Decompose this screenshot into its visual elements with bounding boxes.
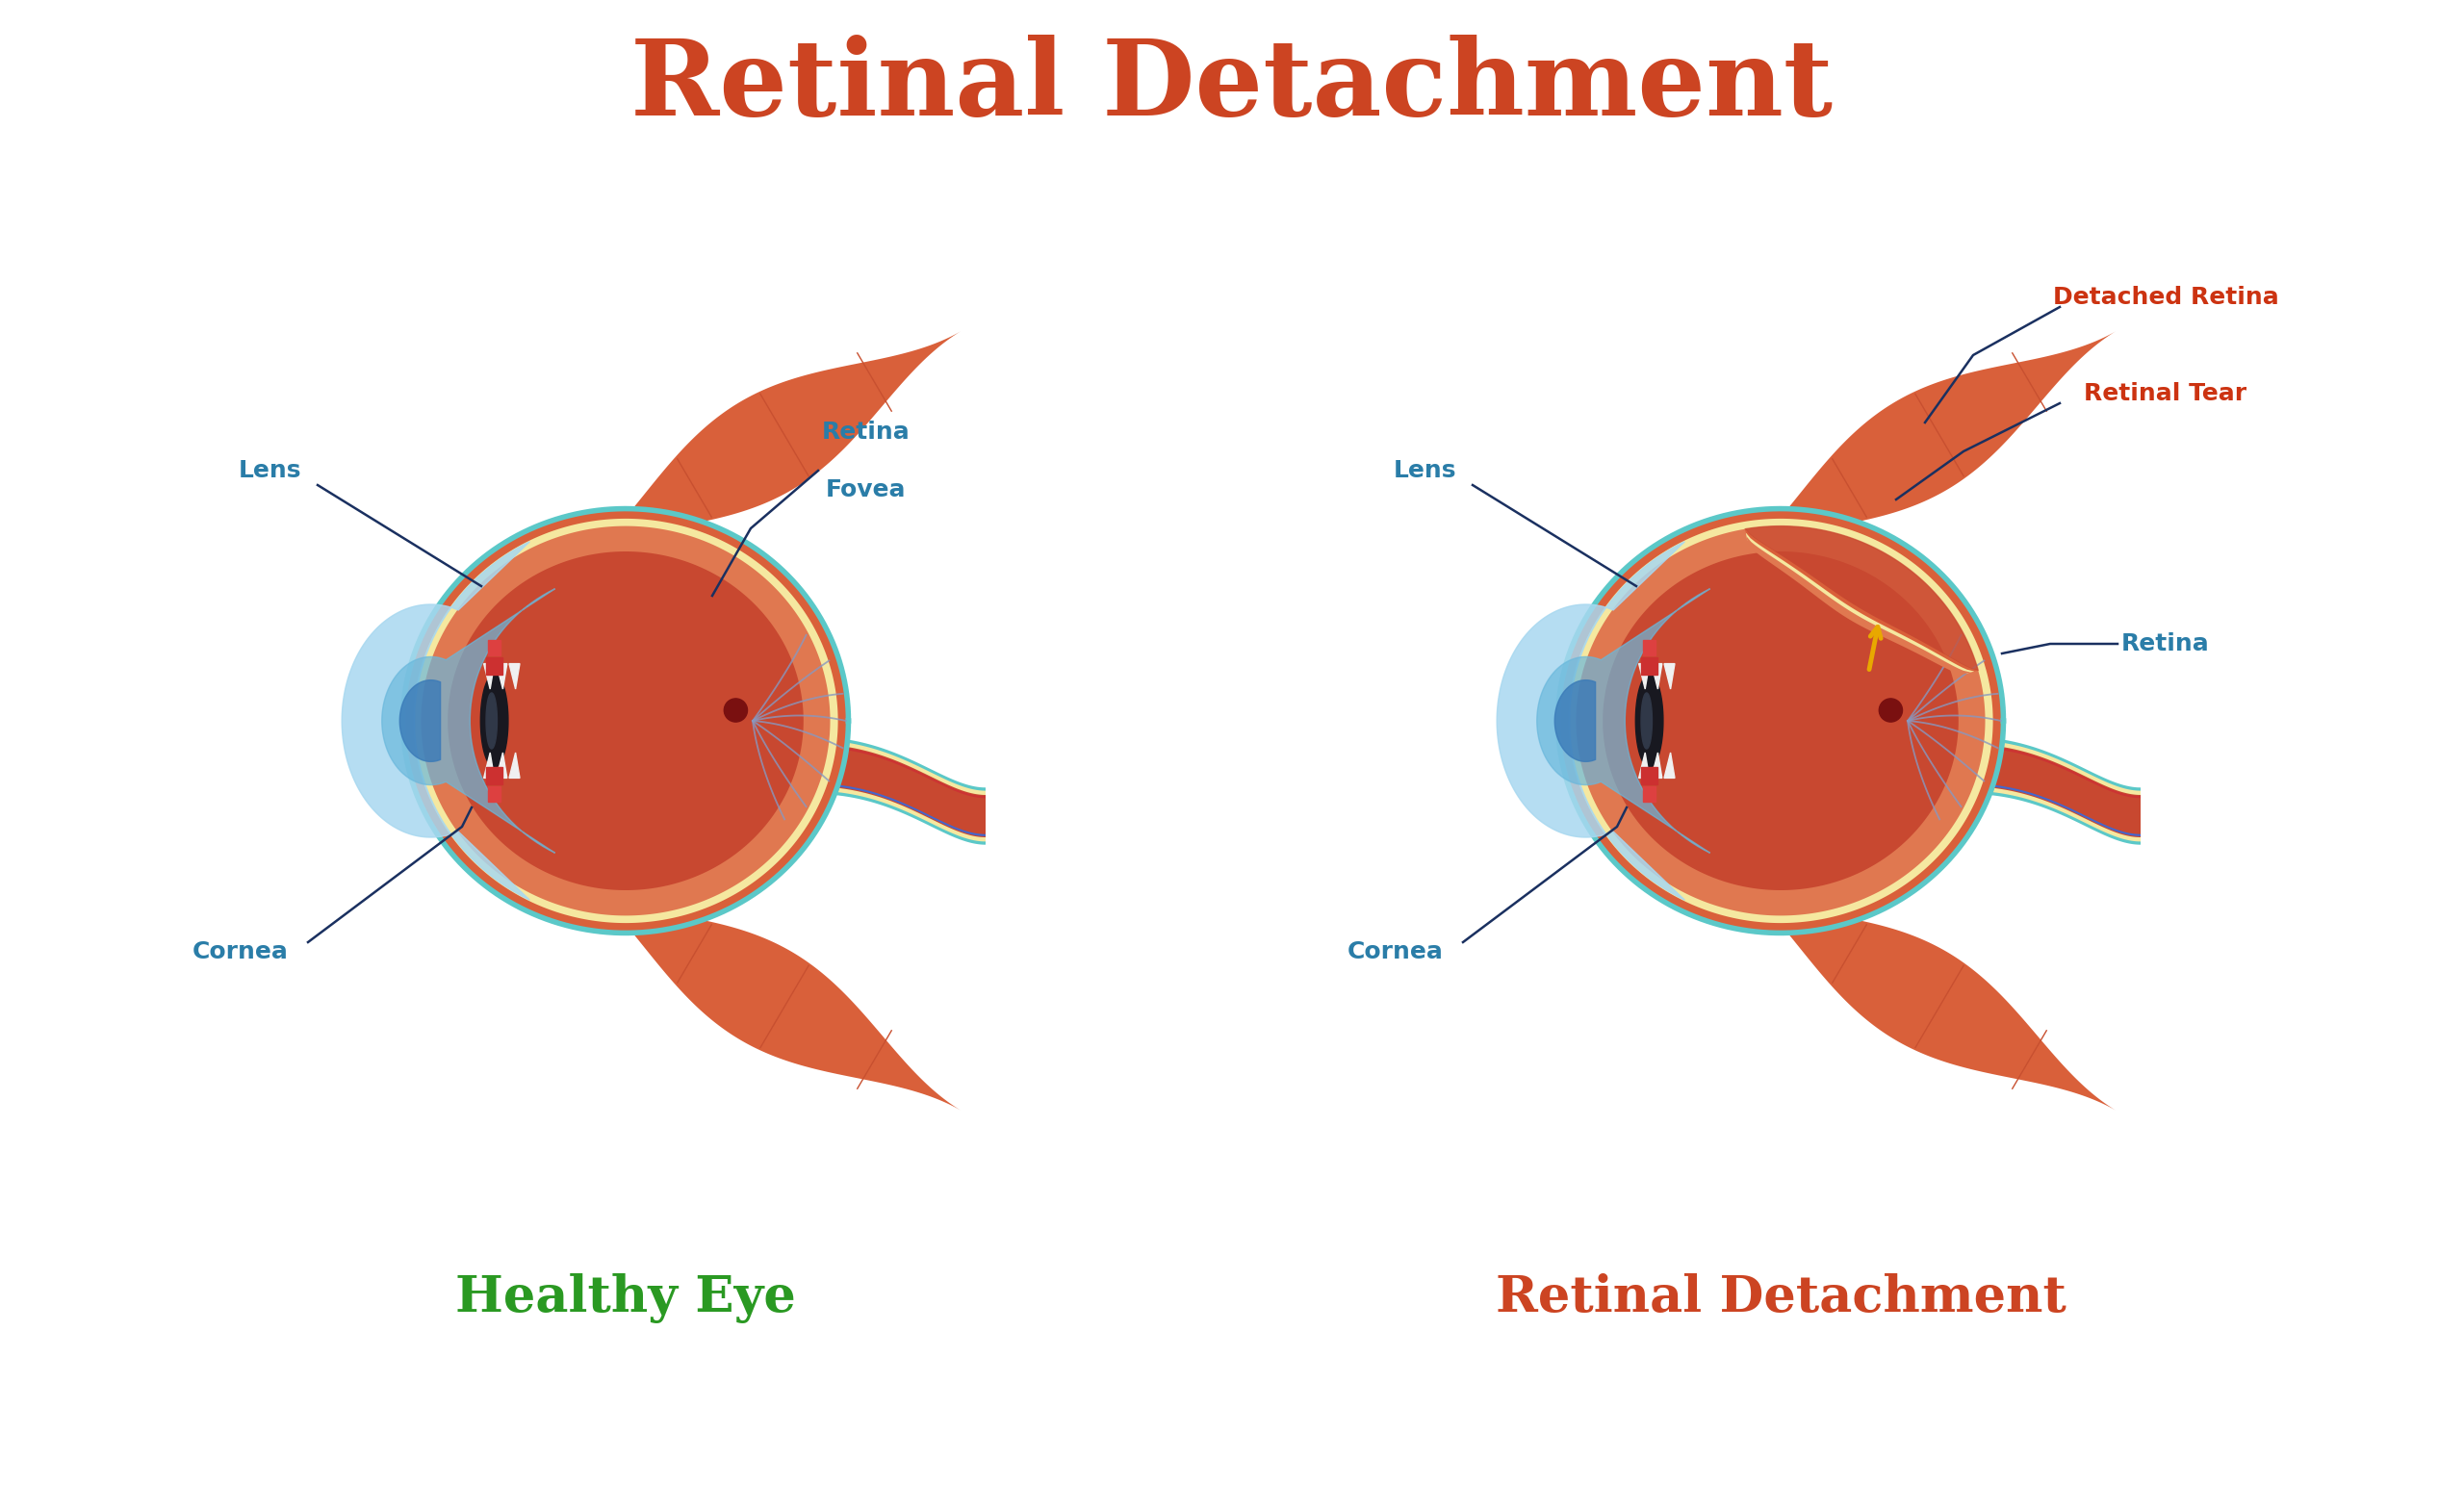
Polygon shape xyxy=(480,675,508,767)
Polygon shape xyxy=(1557,509,2003,933)
Polygon shape xyxy=(1602,551,1959,891)
Polygon shape xyxy=(813,737,986,844)
Polygon shape xyxy=(421,525,830,915)
Polygon shape xyxy=(404,509,848,933)
Polygon shape xyxy=(483,664,495,689)
Polygon shape xyxy=(1759,901,2119,1113)
Polygon shape xyxy=(1966,740,2141,841)
Polygon shape xyxy=(813,744,986,837)
Polygon shape xyxy=(510,752,520,778)
Polygon shape xyxy=(1966,784,2141,837)
Text: Lens: Lens xyxy=(239,459,301,482)
Polygon shape xyxy=(1639,752,1648,778)
Polygon shape xyxy=(1555,680,1594,761)
Polygon shape xyxy=(342,542,530,900)
Polygon shape xyxy=(488,640,500,655)
Polygon shape xyxy=(1567,518,1993,923)
Text: Fovea: Fovea xyxy=(825,479,907,501)
Text: Lens: Lens xyxy=(1392,459,1456,482)
Text: Retinal Tear: Retinal Tear xyxy=(2085,382,2247,405)
Polygon shape xyxy=(510,664,520,689)
Polygon shape xyxy=(399,680,441,761)
Polygon shape xyxy=(495,664,508,689)
Polygon shape xyxy=(414,518,838,923)
Polygon shape xyxy=(1557,509,2003,933)
Polygon shape xyxy=(1641,767,1658,784)
Text: Retinal Detachment: Retinal Detachment xyxy=(1496,1274,2065,1323)
Circle shape xyxy=(724,699,747,722)
Polygon shape xyxy=(1639,664,1648,689)
Text: Retina: Retina xyxy=(2122,633,2210,655)
Polygon shape xyxy=(1745,528,1979,672)
Polygon shape xyxy=(495,752,508,778)
Polygon shape xyxy=(1641,693,1651,749)
Text: Cornea: Cornea xyxy=(1348,941,1444,963)
Polygon shape xyxy=(1636,675,1663,767)
Polygon shape xyxy=(485,693,498,749)
Polygon shape xyxy=(604,901,963,1113)
Polygon shape xyxy=(1663,664,1676,689)
Polygon shape xyxy=(1745,525,1979,670)
Polygon shape xyxy=(485,767,503,784)
Polygon shape xyxy=(1538,589,1710,853)
Circle shape xyxy=(1880,699,1902,722)
Polygon shape xyxy=(1643,787,1656,802)
Polygon shape xyxy=(382,589,554,853)
Polygon shape xyxy=(488,787,500,802)
Text: Detached Retina: Detached Retina xyxy=(2053,285,2279,310)
Polygon shape xyxy=(813,740,986,841)
Polygon shape xyxy=(483,752,495,778)
Polygon shape xyxy=(1759,329,2119,541)
Polygon shape xyxy=(1643,640,1656,655)
Polygon shape xyxy=(1747,533,1974,673)
Polygon shape xyxy=(485,657,503,675)
Polygon shape xyxy=(813,744,986,799)
Polygon shape xyxy=(448,551,803,891)
Polygon shape xyxy=(1498,542,1685,900)
Polygon shape xyxy=(813,784,986,837)
Polygon shape xyxy=(604,329,963,541)
Polygon shape xyxy=(1966,737,2141,844)
Text: Retina: Retina xyxy=(823,421,909,444)
Polygon shape xyxy=(1966,744,2141,799)
Polygon shape xyxy=(1651,752,1663,778)
Text: Cornea: Cornea xyxy=(192,941,288,963)
Polygon shape xyxy=(1747,536,1971,675)
Text: Retinal Detachment: Retinal Detachment xyxy=(631,35,1833,137)
Text: Healthy Eye: Healthy Eye xyxy=(456,1273,796,1323)
Polygon shape xyxy=(1641,657,1658,675)
Polygon shape xyxy=(404,509,848,933)
Polygon shape xyxy=(1577,525,1986,915)
Polygon shape xyxy=(1651,664,1663,689)
Polygon shape xyxy=(1966,744,2141,837)
Polygon shape xyxy=(1663,752,1676,778)
